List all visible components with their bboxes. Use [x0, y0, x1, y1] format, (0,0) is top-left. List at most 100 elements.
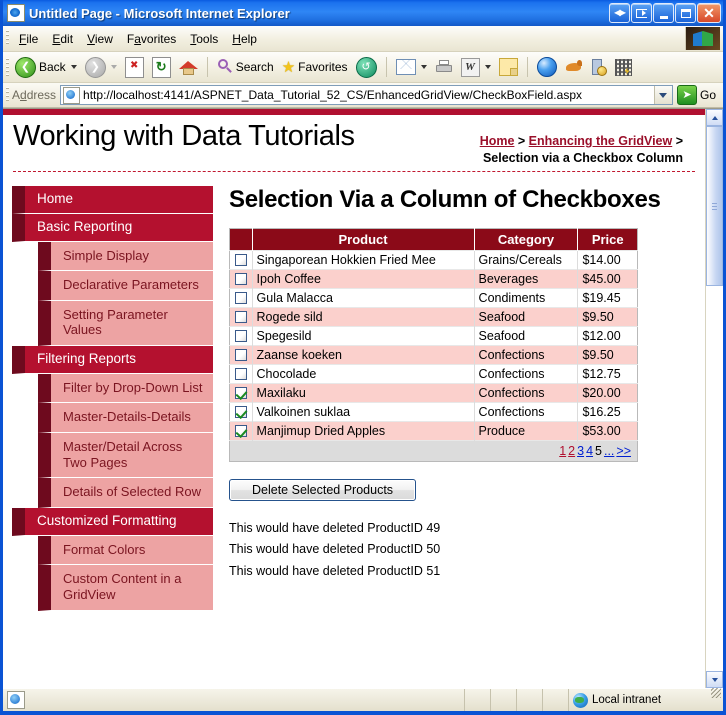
vertical-scrollbar[interactable]: [705, 109, 723, 688]
sidebar-item-filtering-reports[interactable]: Filtering Reports: [12, 345, 213, 374]
pager-link[interactable]: 4: [586, 443, 594, 458]
menu-item-favorites[interactable]: Favorites: [126, 31, 177, 46]
row-select-cell[interactable]: [229, 249, 253, 270]
menu-bar: File Edit View Favorites Tools Help: [3, 26, 723, 52]
row-select-cell[interactable]: [229, 363, 253, 384]
row-select-cell[interactable]: [229, 306, 253, 327]
cell-product: Gula Malacca: [252, 287, 475, 308]
address-dropdown-icon[interactable]: [653, 86, 672, 104]
breadcrumb-home-link[interactable]: Home: [479, 134, 515, 148]
cell-price: $53.00: [577, 420, 638, 441]
sidebar-item-filter-by-drop-down-list[interactable]: Filter by Drop-Down List: [38, 373, 213, 404]
delete-selected-products-button[interactable]: Delete Selected Products: [229, 478, 417, 501]
breadcrumb-section-link[interactable]: Enhancing the GridView: [528, 134, 673, 148]
address-input[interactable]: http://localhost:4141/ASPNET_Data_Tutori…: [60, 85, 673, 105]
checkbox-unchecked-icon[interactable]: [234, 330, 247, 343]
checkbox-checked-icon[interactable]: [234, 425, 247, 438]
row-select-cell[interactable]: [229, 420, 253, 441]
stop-button[interactable]: [122, 55, 147, 80]
scrollbar-thumb[interactable]: [706, 126, 723, 286]
checkbox-unchecked-icon[interactable]: [234, 273, 247, 286]
back-button[interactable]: ❮ Back: [12, 55, 80, 80]
row-select-cell[interactable]: [229, 344, 253, 365]
checkbox-unchecked-icon[interactable]: [234, 349, 247, 362]
sidebar-item-details-of-selected-row[interactable]: Details of Selected Row: [38, 478, 213, 508]
table-row: Spegesild Seafood $12.00: [229, 325, 638, 346]
favorites-button[interactable]: ★ Favorites: [279, 58, 351, 77]
menu-item-tools[interactable]: Tools: [190, 31, 219, 46]
cell-category: Condiments: [474, 287, 579, 308]
messenger-button[interactable]: [534, 55, 560, 79]
sidebar-item-custom-content-in-a-gridview[interactable]: Custom Content in a GridView: [38, 565, 213, 611]
notes-button[interactable]: [496, 56, 521, 78]
cell-product: Zaanse koeken: [252, 344, 475, 365]
cell-price: $9.50: [577, 344, 638, 365]
cell-product: Singaporean Hokkien Fried Mee: [252, 249, 475, 270]
mail-button[interactable]: [393, 57, 430, 77]
checkbox-unchecked-icon[interactable]: [234, 254, 247, 267]
favorites-star-icon: ★: [281, 58, 296, 76]
minimize-button[interactable]: [653, 3, 674, 23]
close-button[interactable]: ✕: [697, 3, 721, 23]
cell-price: $9.50: [577, 306, 638, 327]
sidebar-item-home[interactable]: Home: [12, 185, 213, 214]
pager-link[interactable]: 1: [559, 443, 567, 458]
checkbox-unchecked-icon[interactable]: [234, 311, 247, 324]
sidebar-item-format-colors[interactable]: Format Colors: [38, 535, 213, 566]
maximize-button[interactable]: [675, 3, 696, 23]
print-button[interactable]: [432, 58, 456, 77]
checkbox-unchecked-icon[interactable]: [234, 292, 247, 305]
back-dropdown-icon[interactable]: [70, 65, 77, 69]
home-button[interactable]: [176, 57, 201, 78]
row-select-cell[interactable]: [229, 268, 253, 289]
row-select-cell[interactable]: [229, 287, 253, 308]
home-icon: [178, 59, 198, 76]
row-select-cell[interactable]: [229, 325, 253, 346]
pager-link[interactable]: 2: [568, 443, 576, 458]
forward-dropdown-icon[interactable]: [110, 65, 117, 69]
menu-item-help[interactable]: Help: [232, 31, 257, 46]
go-button[interactable]: ➤ Go: [676, 85, 723, 105]
sidebar-item-setting-parameter-values[interactable]: Setting Parameter Values: [38, 300, 213, 346]
firefox-button[interactable]: [562, 58, 586, 76]
mail-dropdown-icon[interactable]: [420, 65, 427, 69]
checkbox-checked-icon[interactable]: [234, 406, 247, 419]
search-button[interactable]: Search: [214, 57, 277, 77]
pager-link[interactable]: 3: [577, 443, 585, 458]
toolbar-grip[interactable]: [6, 58, 9, 76]
sidebar-item-simple-display[interactable]: Simple Display: [38, 241, 213, 272]
edit-dropdown-icon[interactable]: [484, 65, 491, 69]
scroll-down-icon[interactable]: [706, 671, 723, 688]
sidebar-item-customized-formatting[interactable]: Customized Formatting: [12, 507, 213, 536]
address-grip[interactable]: [6, 87, 9, 103]
menu-item-view[interactable]: View: [87, 31, 113, 46]
menu-item-file[interactable]: File: [19, 31, 39, 46]
restore-button[interactable]: [631, 3, 652, 23]
sidebar-item-basic-reporting[interactable]: Basic Reporting: [12, 213, 213, 242]
pager-link[interactable]: >>: [616, 443, 631, 458]
research-button[interactable]: [588, 57, 610, 78]
security-zone[interactable]: Local intranet: [569, 689, 709, 711]
scrollbar-track[interactable]: [706, 126, 723, 671]
sidebar-item-declarative-parameters[interactable]: Declarative Parameters: [38, 271, 213, 301]
forward-button[interactable]: ❯: [82, 55, 120, 80]
sidebar-item-master-detail-across-two-pages[interactable]: Master/Detail Across Two Pages: [38, 433, 213, 479]
menu-grip[interactable]: [6, 30, 9, 46]
row-select-cell[interactable]: [229, 382, 253, 403]
table-row: Rogede sild Seafood $9.50: [229, 306, 638, 327]
pager-link[interactable]: ...: [603, 443, 615, 458]
column-header-category: Category: [474, 228, 579, 251]
leftright-button[interactable]: [609, 3, 630, 23]
row-select-cell[interactable]: [229, 401, 253, 422]
refresh-button[interactable]: [149, 55, 174, 80]
menu-item-edit[interactable]: Edit: [52, 31, 74, 46]
scroll-up-icon[interactable]: [706, 109, 723, 126]
grid-pager-row: 1 2 3 4 5... >>: [229, 439, 638, 462]
checkbox-checked-icon[interactable]: [234, 387, 247, 400]
checkbox-unchecked-icon[interactable]: [234, 368, 247, 381]
sidebar-item-master-details-details[interactable]: Master-Details-Details: [38, 403, 213, 434]
history-button[interactable]: ↺: [353, 55, 380, 80]
developer-button[interactable]: [612, 57, 635, 78]
edit-word-button[interactable]: W: [458, 56, 494, 79]
